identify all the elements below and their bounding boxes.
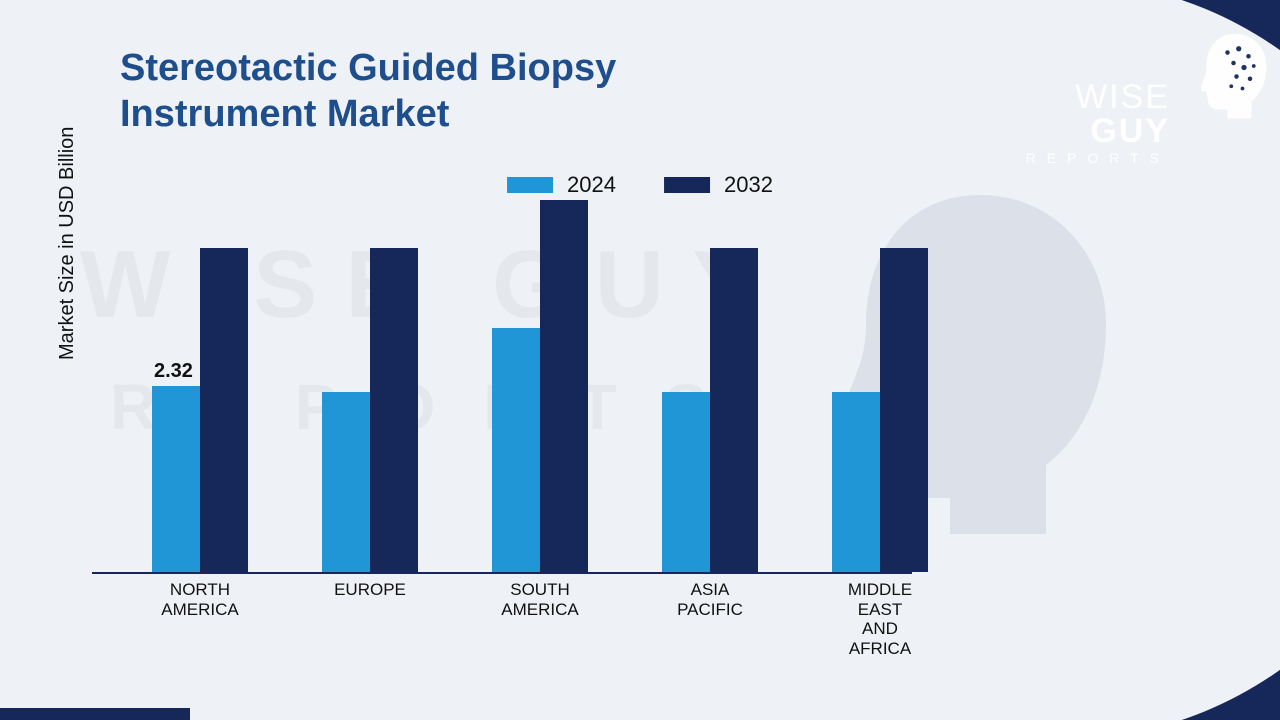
bar-group: [322, 248, 418, 572]
x-axis-label: SOUTHAMERICA: [465, 580, 615, 619]
logo-wise: WISE: [1075, 78, 1170, 116]
bar-2032: [540, 200, 588, 572]
bar-2032: [200, 248, 248, 572]
bar-2024: [152, 386, 200, 572]
x-axis-line: [92, 572, 912, 574]
chart-canvas: WISE GUY REPORTS WISE GUY REPORTS Stereo…: [0, 0, 1280, 720]
y-axis-label: Market Size in USD Billion: [56, 127, 79, 360]
logo-head-icon: [1190, 30, 1280, 120]
bar-2024: [322, 392, 370, 572]
bar-group: [152, 248, 248, 572]
chart-title: Stereotactic Guided Biopsy Instrument Ma…: [120, 46, 760, 137]
bar-group: [662, 248, 758, 572]
bar-2024: [492, 328, 540, 572]
logo-guy: GUY: [1090, 112, 1170, 150]
logo-line1: WISE GUY: [1026, 80, 1170, 148]
logo-line2: REPORTS: [1026, 150, 1170, 166]
x-axis-label: ASIAPACIFIC: [635, 580, 785, 619]
bar-2024: [832, 392, 880, 572]
bar-2032: [710, 248, 758, 572]
bar-group: [492, 200, 588, 572]
plot-area: [92, 172, 912, 572]
bar-2024: [662, 392, 710, 572]
x-axis-label: EUROPE: [295, 580, 445, 600]
x-axis-label: MIDDLEEASTANDAFRICA: [805, 580, 955, 658]
footer-accent-bar: [0, 708, 190, 720]
x-axis-label: NORTHAMERICA: [125, 580, 275, 619]
bar-value-label: 2.32: [154, 360, 193, 383]
bar-group: [832, 248, 928, 572]
bar-2032: [880, 248, 928, 572]
bar-2032: [370, 248, 418, 572]
